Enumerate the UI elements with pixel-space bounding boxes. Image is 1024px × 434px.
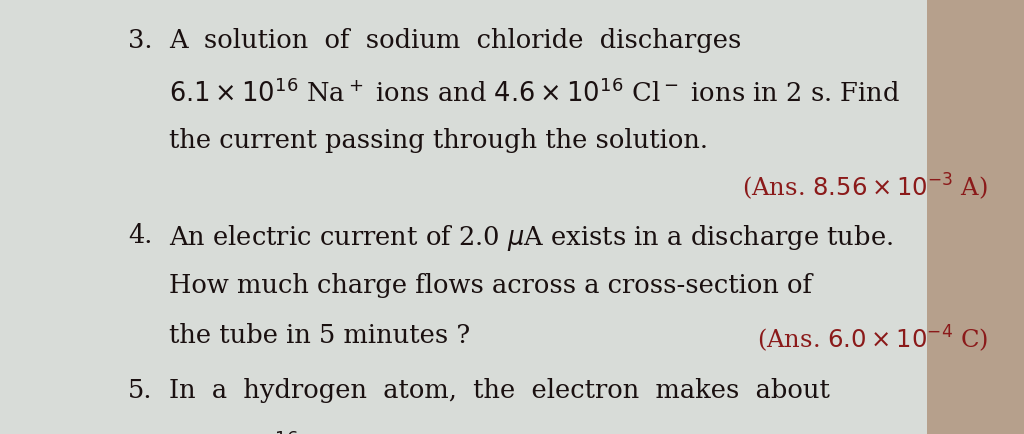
Text: the tube in 5 minutes ?: the tube in 5 minutes ? bbox=[169, 322, 470, 348]
Text: How much charge flows across a cross-section of: How much charge flows across a cross-sec… bbox=[169, 273, 812, 298]
Text: 3.: 3. bbox=[128, 28, 153, 53]
Text: A  solution  of  sodium  chloride  discharges: A solution of sodium chloride discharges bbox=[169, 28, 741, 53]
Text: 5.: 5. bbox=[128, 378, 153, 402]
Text: 4.: 4. bbox=[128, 223, 153, 248]
Text: (Ans. $6.0\times10^{-4}$ C): (Ans. $6.0\times10^{-4}$ C) bbox=[757, 322, 988, 353]
Text: $6.1\times10^{16}$ Na$^+$ ions and $4.6\times10^{16}$ Cl$^-$ ions in 2 s. Find: $6.1\times10^{16}$ Na$^+$ ions and $4.6\… bbox=[169, 78, 900, 107]
Text: the current passing through the solution.: the current passing through the solution… bbox=[169, 128, 708, 153]
FancyBboxPatch shape bbox=[927, 0, 1024, 434]
Text: $0.6\times10^{16}$ revolutions per second around the nucleus.: $0.6\times10^{16}$ revolutions per secon… bbox=[169, 427, 872, 434]
Text: An electric current of 2.0 $\mu$A exists in a discharge tube.: An electric current of 2.0 $\mu$A exists… bbox=[169, 223, 893, 253]
Text: In  a  hydrogen  atom,  the  electron  makes  about: In a hydrogen atom, the electron makes a… bbox=[169, 378, 829, 402]
Text: (Ans. $8.56\times10^{-3}$ A): (Ans. $8.56\times10^{-3}$ A) bbox=[742, 171, 988, 201]
